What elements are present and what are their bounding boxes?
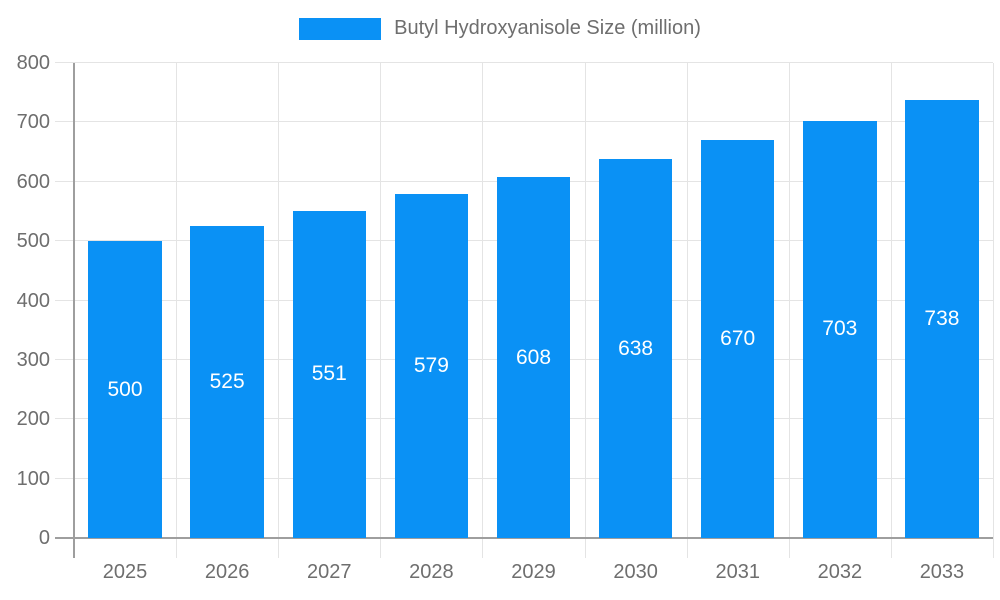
bar: 608: [496, 177, 571, 538]
x-tick-label: 2029: [511, 561, 556, 583]
y-tick-label: 300: [16, 348, 50, 371]
chart-legend: Butyl Hydroxyanisole Size (million): [0, 17, 1000, 40]
y-axis-line: [73, 63, 75, 558]
bar: 638: [598, 159, 673, 538]
plot-area: 500 525 551 579 608 638 670 703 738: [55, 62, 994, 558]
x-tick-label: 2026: [204, 561, 250, 583]
legend-label: Butyl Hydroxyanisole Size (million): [394, 17, 701, 39]
x-tick-label: 2032: [817, 561, 863, 583]
y-tick-label: 100: [16, 467, 50, 490]
bar: 703: [803, 120, 877, 538]
gridline-h: [55, 62, 993, 63]
gridline-v: [278, 63, 280, 558]
y-tick-label: 500: [16, 230, 50, 253]
bar: 525: [190, 226, 264, 538]
y-tick-label: 800: [16, 52, 50, 74]
bar: 579: [394, 194, 469, 538]
gridline-v: [482, 63, 484, 558]
gridline-h: [55, 121, 993, 123]
gridline-v: [686, 63, 688, 558]
y-tick-label: 600: [16, 170, 50, 193]
bar-value-label: 670: [720, 327, 756, 351]
bar: 551: [292, 210, 367, 538]
gridline-v: [380, 63, 382, 558]
gridline-v: [584, 63, 586, 558]
x-tick-label: 2028: [409, 561, 454, 583]
bar-value-label: 500: [107, 377, 143, 401]
legend-swatch: [299, 17, 382, 40]
x-tick-label: 2030: [613, 561, 658, 583]
bar-value-label: 608: [515, 345, 552, 369]
bar-value-label: 551: [311, 362, 347, 386]
x-tick-label: 2031: [715, 561, 760, 583]
x-axis-line: [55, 537, 993, 539]
gridline-v: [176, 63, 178, 558]
bar-value-label: 738: [924, 306, 960, 330]
y-tick-label: 400: [16, 289, 50, 312]
x-tick-label: 2033: [919, 561, 965, 583]
bar-value-label: 638: [618, 336, 654, 360]
gridline-v: [993, 63, 994, 558]
bar-value-label: 579: [413, 354, 449, 378]
y-tick-label: 200: [16, 408, 50, 431]
bar-value-label: 525: [209, 370, 245, 394]
x-tick-label: 2025: [102, 561, 148, 583]
bar: 500: [88, 241, 162, 538]
x-tick-label: 2027: [307, 561, 352, 583]
gridline-v: [890, 63, 892, 558]
bar: 670: [700, 140, 775, 538]
bar-value-label: 703: [822, 317, 858, 341]
gridline-v: [788, 63, 790, 558]
y-tick-label: 700: [16, 111, 50, 134]
bar: 738: [905, 99, 979, 538]
y-tick-label: 0: [38, 527, 50, 549]
